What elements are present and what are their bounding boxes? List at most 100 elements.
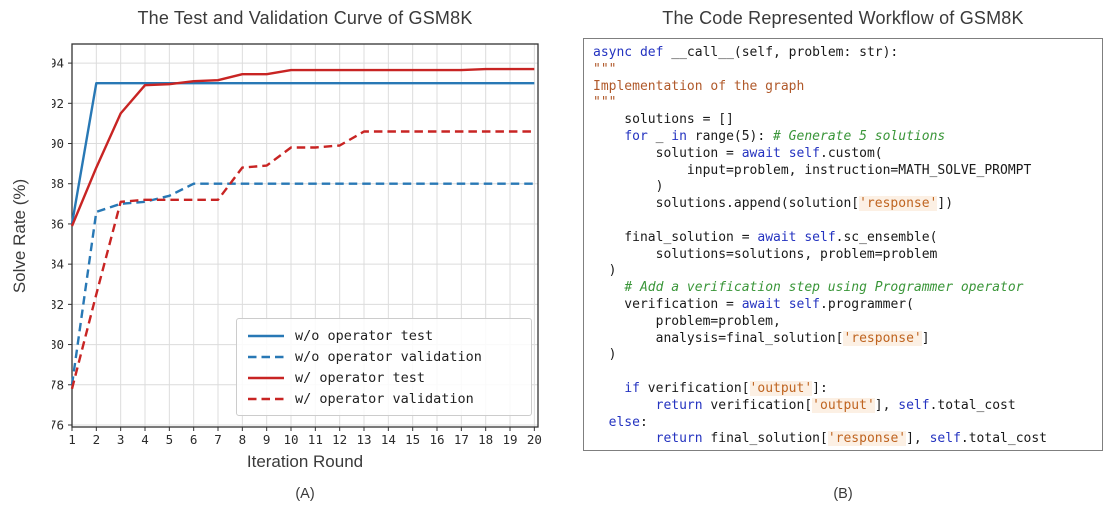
code-token-plain [593,415,609,430]
x-tick-label: 20 [527,432,542,447]
y-axis-label: Solve Rate (%) [10,178,29,294]
series-line-0 [70,82,535,225]
code-block: async def __call__(self, problem: str): "… [583,38,1103,451]
y-tick-label: 86 [52,216,64,231]
code-token-plain: .custom( [820,145,883,161]
code-token-plain: .programmer( [820,296,914,312]
code-token-keyword: return [655,431,703,447]
code-line: solutions.append(solution['response']) [593,196,1094,213]
code-token-plain: .total_cost [929,397,1016,413]
code-line: async def __call__(self, problem: str): [593,45,1094,62]
code-line: analysis=final_solution['response'] [593,330,1094,348]
x-axis-label: Iteration Round [246,452,364,471]
plot-frame [71,43,539,428]
code-token-plain [593,280,624,295]
code-token-keyword: self [788,296,820,312]
code-token-plain: ]: [812,380,828,396]
x-tick-label: 9 [263,432,271,447]
code-line: problem=problem, [593,314,1094,331]
code-token-plain: ] [921,330,930,346]
legend-label: w/ operator test [295,369,426,386]
y-tick-label: 76 [52,417,64,432]
code-token-plain: solutions = [] [593,112,734,128]
x-tick-label: 1 [68,432,76,447]
x-tick-label: 12 [332,432,347,447]
y-tick-label: 84 [52,257,64,272]
code-line: final_solution = await self.sc_ensemble( [593,230,1094,247]
panel-b-caption: (B) [833,486,853,502]
code-token-keyword: return [655,397,703,413]
code-token-plain: verification[ [702,397,813,413]
code-token-string: 'response' [827,431,907,447]
code-token-comment: # Generate 5 solutions [773,128,946,144]
legend-line-sample [248,376,284,379]
y-tick-label: 92 [52,96,64,111]
code-line: for _ in range(5): # Generate 5 solution… [593,129,1094,146]
code-line: solutions=solutions, problem=problem [593,247,1094,264]
y-tick-label: 88 [52,176,64,191]
x-tick-label: 13 [356,432,371,447]
code-token-plain: solution = [593,145,742,161]
x-tick-label: 8 [239,432,247,447]
code-panel-title: The Code Represented Workflow of GSM8K [662,8,1024,28]
code-token-docstring: Implementation of the graph [593,78,805,94]
y-tick-label: 78 [52,377,64,392]
code-token-plain [781,146,789,161]
legend-line-sample [248,397,284,400]
code-line: """ [593,62,1094,79]
code-token-plain: ]) [937,196,954,212]
code-token-plain [593,398,656,413]
code-token-plain: ) [593,347,617,363]
code-token-plain: verification[ [639,380,750,396]
code-token-plain: .sc_ensemble( [835,229,938,245]
code-token-plain [632,45,640,60]
y-tick-label: 80 [52,337,64,352]
code-token-keyword: self [898,397,930,413]
legend-label: w/ operator validation [295,390,474,407]
code-line: input=problem, instruction=MATH_SOLVE_PR… [593,163,1094,180]
legend-label: w/o operator test [295,327,434,344]
code-line: ) [593,263,1094,280]
code-line: # Add a verification step using Programm… [593,280,1094,297]
chart-title: The Test and Validation Curve of GSM8K [137,8,473,28]
x-tick-label: 14 [381,432,396,447]
code-token-plain: final_solution[ [702,431,828,447]
x-tick-label: 16 [429,432,444,447]
x-tick-label: 6 [190,432,198,447]
legend-line-sample [248,334,284,337]
code-line: return final_solution['response'], self.… [593,431,1094,448]
code-token-plain: solutions=solutions, problem=problem [593,246,938,262]
series-line-1 [70,182,535,385]
code-token-plain: ], [906,431,930,447]
code-line: verification = await self.programmer( [593,297,1094,314]
legend-item: w/o operator validation [247,346,521,367]
x-tick-label: 5 [166,432,174,447]
x-tick-label: 2 [93,432,101,447]
x-tick-label: 17 [454,432,469,447]
x-tick-label: 18 [478,432,493,447]
code-token-plain: analysis=final_solution[ [593,330,844,346]
code-line: if verification['output']: [593,380,1094,398]
x-tick-label: 11 [308,432,323,447]
code-token-keyword: self [804,229,836,245]
code-token-keyword: for [624,128,648,144]
code-line [593,213,1094,230]
y-tick-label: 82 [52,297,64,312]
y-tick-label: 94 [52,56,64,71]
code-line: return verification['output'], self.tota… [593,397,1094,415]
legend-line-sample [248,355,284,358]
code-token-plain: ) [593,263,617,279]
code-token-plain: problem=problem, [593,313,781,329]
legend-label: w/o operator validation [295,348,482,365]
code-token-keyword: def [639,45,664,60]
code-token-plain: ], [874,397,899,413]
code-token-keyword: self [929,431,961,447]
code-token-plain: .total_cost [960,431,1047,447]
code-token-plain [593,381,624,396]
code-token-plain: input=problem, instruction=MATH_SOLVE_PR… [593,162,1032,178]
x-tick-label: 19 [502,432,517,447]
code-token-plain [781,297,789,312]
code-line: solution = await self.custom( [593,146,1094,163]
y-tick-label: 90 [52,136,64,151]
